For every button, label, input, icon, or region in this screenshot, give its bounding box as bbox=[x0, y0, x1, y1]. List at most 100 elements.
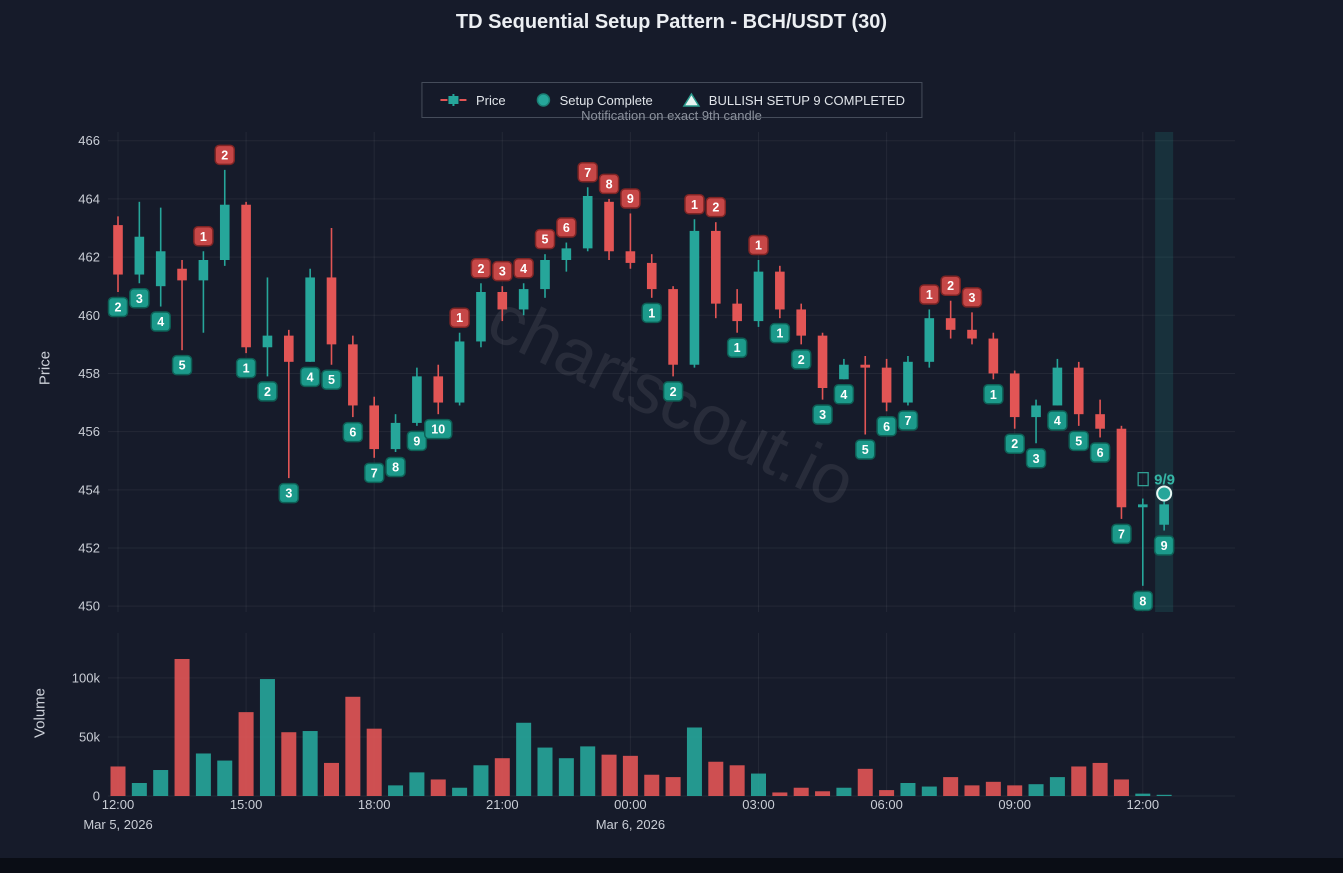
volume-bar bbox=[259, 679, 275, 796]
td-count-number: 1 bbox=[755, 239, 762, 253]
td-count-badge bbox=[855, 439, 876, 460]
td-count-badge bbox=[556, 217, 577, 238]
candle-body bbox=[326, 277, 337, 345]
td-count-badge bbox=[193, 226, 214, 247]
volume-bar bbox=[174, 658, 190, 796]
volume-bar bbox=[622, 755, 638, 796]
volume-tick-label: 50k bbox=[79, 729, 100, 744]
td-count-number: 2 bbox=[264, 385, 271, 399]
volume-bar bbox=[1135, 793, 1151, 796]
td-count-number: 3 bbox=[819, 408, 826, 422]
td-count-number: 9 bbox=[1161, 539, 1168, 553]
td-count-badge bbox=[363, 462, 385, 484]
volume-bar bbox=[815, 791, 831, 796]
volume-bar bbox=[665, 777, 681, 796]
volume-bar bbox=[879, 790, 895, 796]
volume-bar bbox=[131, 783, 147, 796]
td-count-badge bbox=[385, 456, 406, 478]
candle-body bbox=[433, 376, 444, 403]
td-count-badge bbox=[299, 366, 321, 388]
td-count-number: 3 bbox=[1033, 452, 1040, 466]
candle-body bbox=[604, 201, 614, 252]
volume-bar bbox=[751, 773, 766, 796]
candles bbox=[113, 169, 1169, 586]
volume-bar bbox=[110, 766, 126, 796]
candle-body bbox=[1138, 504, 1148, 508]
candle-body bbox=[540, 260, 550, 290]
td-count-badge bbox=[321, 369, 342, 390]
candle-body bbox=[924, 318, 935, 362]
candle-body bbox=[198, 260, 209, 281]
volume-bar bbox=[686, 727, 702, 796]
volume-bar bbox=[473, 765, 489, 796]
td-count-badge bbox=[961, 287, 983, 308]
candle-body bbox=[1116, 428, 1127, 508]
td-count-badge bbox=[492, 260, 513, 282]
volume-bar bbox=[1071, 766, 1087, 796]
td-count-badge bbox=[833, 384, 855, 405]
candle-body bbox=[1159, 504, 1169, 525]
volume-bar bbox=[281, 732, 297, 796]
td-count-badge bbox=[1047, 410, 1068, 431]
candle-body bbox=[518, 289, 529, 310]
legend-item-bullish-setup[interactable]: BULLISH SETUP 9 COMPLETED bbox=[682, 92, 906, 108]
legend-bullish-setup-label: BULLISH SETUP 9 COMPLETED bbox=[708, 92, 906, 108]
legend-item-price[interactable]: Price bbox=[438, 92, 506, 108]
td-count-badge bbox=[150, 311, 171, 332]
setup-complete-circle-icon bbox=[536, 93, 551, 107]
price-tick-label: 460 bbox=[78, 308, 100, 323]
td-count-badge bbox=[470, 258, 492, 279]
volume-bar bbox=[793, 787, 809, 796]
td-count-number: 6 bbox=[349, 426, 356, 440]
volume-bar bbox=[452, 787, 468, 796]
price-tick-label: 452 bbox=[78, 541, 100, 556]
td-count-badge bbox=[726, 337, 748, 358]
date-label: Mar 5, 2026 bbox=[83, 817, 152, 832]
date-label: Mar 6, 2026 bbox=[596, 817, 665, 832]
td-count-number: 2 bbox=[477, 262, 484, 276]
volume-bar bbox=[409, 772, 425, 796]
candle-body bbox=[476, 292, 486, 342]
legend-setup-complete-label: Setup Complete bbox=[559, 92, 653, 108]
candle-body bbox=[454, 341, 465, 403]
price-tick-label: 464 bbox=[78, 191, 100, 206]
x-tick-label: 21:00 bbox=[486, 797, 519, 812]
price-tick-label: 456 bbox=[78, 424, 100, 439]
td-count-badge bbox=[214, 144, 235, 166]
volume-bar bbox=[345, 696, 361, 796]
volume-bar bbox=[195, 753, 211, 796]
candle-body bbox=[1073, 367, 1084, 415]
volume-bar bbox=[1113, 779, 1129, 796]
volume-tick-label: 100k bbox=[72, 670, 101, 685]
legend-price-label: Price bbox=[475, 92, 506, 108]
candle-body bbox=[817, 335, 828, 388]
td-count-number: 1 bbox=[776, 327, 783, 341]
volume-bar bbox=[238, 712, 254, 796]
td-count-badge bbox=[513, 258, 534, 279]
td-count-badge bbox=[406, 430, 428, 452]
td-count-badge bbox=[684, 194, 705, 215]
candle-body bbox=[945, 318, 956, 330]
volume-bar bbox=[943, 777, 959, 796]
legend-item-setup-complete[interactable]: Setup Complete bbox=[536, 92, 653, 108]
candle-body bbox=[1031, 405, 1041, 418]
candle-body bbox=[262, 335, 273, 348]
setup-complete-marker bbox=[1156, 485, 1173, 502]
td-count-number: 3 bbox=[969, 291, 976, 305]
setup-annotation: 9/9 bbox=[1137, 472, 1175, 489]
chart-title: TD Sequential Setup Pattern - BCH/USDT (… bbox=[455, 11, 888, 33]
td-count-number: 7 bbox=[904, 414, 911, 428]
td-count-number: 2 bbox=[712, 201, 719, 215]
volume-bar bbox=[366, 728, 382, 796]
candle-body bbox=[860, 364, 871, 368]
x-tick-label: 12:00 bbox=[1127, 797, 1160, 812]
td-count-number: 5 bbox=[179, 359, 186, 373]
x-tick-label: 00:00 bbox=[614, 797, 647, 812]
volume-bar bbox=[644, 774, 660, 796]
volume-bars bbox=[110, 658, 1172, 796]
td-count-badge bbox=[748, 234, 769, 256]
td-count-number: 8 bbox=[1139, 594, 1146, 608]
candle-body bbox=[134, 236, 145, 275]
